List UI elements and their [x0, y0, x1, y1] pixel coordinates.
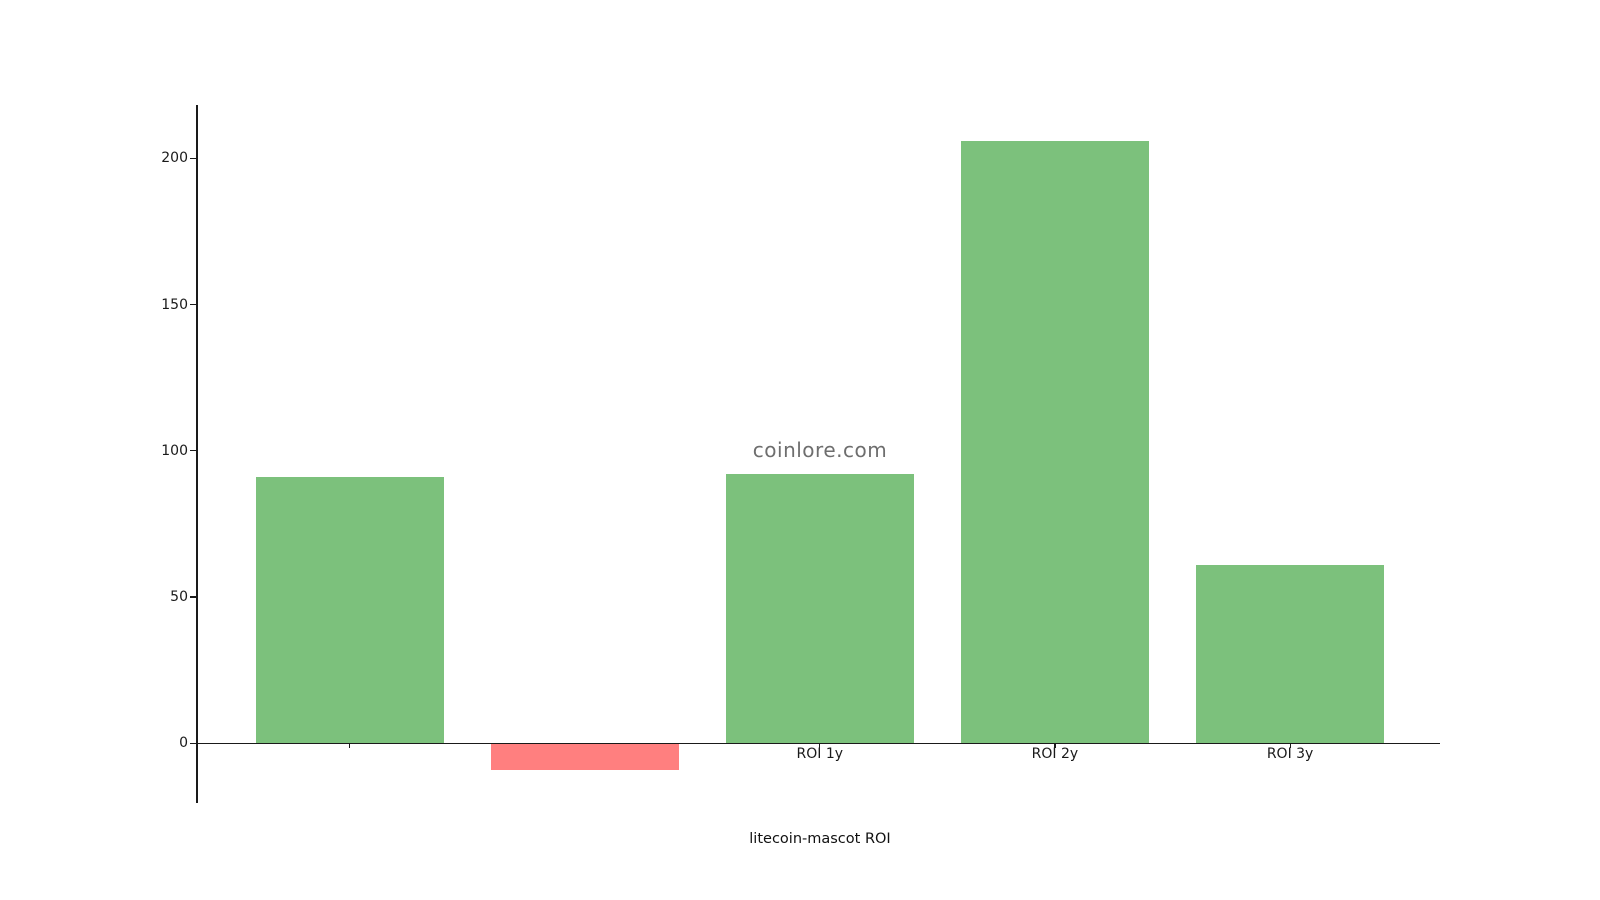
y-tick-mark: [190, 450, 196, 452]
y-axis-spine: [196, 105, 198, 803]
x-tick-mark: [819, 743, 821, 748]
x-tick-label: [280, 746, 420, 763]
x-tick-label: ROI 3y: [1266, 745, 1314, 762]
y-tick-label: 50: [170, 589, 188, 606]
roi-bar: [255, 477, 444, 744]
roi-bar: [1196, 564, 1385, 744]
x-tick-label: ROI 2y: [1031, 745, 1079, 762]
chart-title: litecoin-mascot ROI: [749, 831, 891, 847]
x-axis-zero-line: [196, 742, 1440, 745]
x-tick-mark: [1054, 743, 1056, 748]
x-tick-label: ROI 1y: [796, 745, 844, 762]
y-tick-label: 0: [179, 735, 188, 752]
x-tick-mark: [348, 743, 351, 748]
y-tick-label: 100: [161, 442, 188, 459]
y-tick-label: 200: [161, 150, 188, 167]
y-tick-mark: [190, 742, 196, 744]
roi-bar: [725, 474, 914, 744]
roi-bar: [490, 743, 679, 770]
y-tick-mark: [190, 303, 196, 306]
y-tick-label: 150: [161, 296, 188, 313]
y-tick-mark: [190, 596, 196, 598]
y-tick-mark: [190, 157, 196, 159]
roi-bar: [960, 140, 1149, 744]
x-tick-label: [515, 746, 655, 763]
x-tick-mark: [1289, 743, 1291, 748]
watermark-text: coinlore.com: [752, 438, 888, 462]
